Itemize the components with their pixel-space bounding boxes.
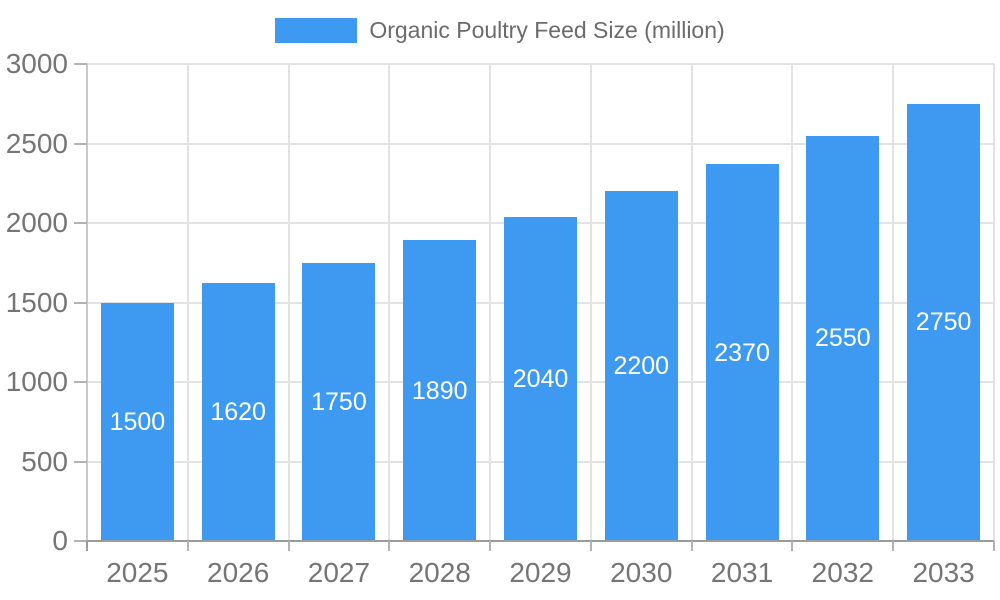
gridline-vertical <box>791 64 794 541</box>
bar-2026[interactable]: 1620 <box>201 283 275 541</box>
y-axis-label: 0 <box>52 525 68 556</box>
bar-2025[interactable]: 1500 <box>100 302 174 541</box>
x-axis-tick <box>186 541 189 551</box>
y-axis-tick <box>74 460 87 463</box>
y-axis-label: 3000 <box>5 48 68 79</box>
y-axis-label: 500 <box>21 445 68 477</box>
gridline-vertical <box>690 64 693 541</box>
x-axis-tick <box>993 541 995 551</box>
bar-2032[interactable]: 2550 <box>806 135 880 541</box>
gridline-vertical <box>186 64 189 541</box>
y-axis-tick <box>74 540 87 542</box>
x-axis-tick <box>791 541 794 551</box>
x-axis-tick <box>589 541 592 551</box>
x-axis-label: 2032 <box>811 557 874 588</box>
x-axis-tick <box>489 541 492 551</box>
y-axis-label: 1500 <box>5 286 68 318</box>
bar-value-label: 1500 <box>109 407 166 436</box>
gridline-vertical <box>388 64 391 541</box>
y-axis-line <box>86 64 88 541</box>
x-axis-line <box>87 540 994 542</box>
x-axis-tick <box>892 541 895 551</box>
legend-swatch <box>275 17 358 43</box>
x-axis-label: 2033 <box>912 557 975 588</box>
bar-2029[interactable]: 2040 <box>504 216 577 541</box>
x-axis-label: 2026 <box>207 557 270 588</box>
bar-value-label: 2370 <box>714 338 770 367</box>
legend[interactable]: Organic Poultry Feed Size (million) <box>0 16 1000 44</box>
bar-value-label: 1620 <box>210 398 266 427</box>
x-axis-tick <box>287 541 290 551</box>
y-axis-tick <box>74 381 87 383</box>
bar-value-label: 2550 <box>815 324 871 353</box>
gridline-horizontal <box>87 63 994 65</box>
bar-2031[interactable]: 2370 <box>705 164 779 541</box>
x-axis-label: 2025 <box>106 557 169 588</box>
bar-2028[interactable]: 1890 <box>403 240 477 541</box>
gridline-vertical <box>589 64 592 541</box>
x-axis-tick <box>690 541 693 551</box>
gridline-vertical <box>993 64 995 541</box>
bar-value-label: 2750 <box>915 308 972 337</box>
gridline-vertical <box>892 64 895 541</box>
bar-2027[interactable]: 1750 <box>302 262 376 541</box>
gridline-vertical <box>287 64 290 541</box>
y-axis-tick <box>74 301 87 304</box>
y-axis-tick <box>74 63 87 65</box>
bar-value-label: 2040 <box>512 364 569 393</box>
bar-value-label: 2200 <box>613 352 670 381</box>
x-axis-label: 2027 <box>307 557 371 588</box>
bar-value-label: 1890 <box>411 376 468 405</box>
x-axis-label: 2031 <box>710 557 774 588</box>
x-axis-tick <box>86 541 88 551</box>
y-axis-tick <box>74 142 87 145</box>
y-axis-label: 1000 <box>5 366 68 397</box>
bar-2033[interactable]: 2750 <box>907 103 981 541</box>
gridline-vertical <box>489 64 492 541</box>
legend-label: Organic Poultry Feed Size (million) <box>369 17 725 43</box>
y-axis-tick <box>74 222 87 224</box>
y-axis-label: 2500 <box>5 127 68 159</box>
y-axis-label: 2000 <box>5 207 68 238</box>
bar-2030[interactable]: 2200 <box>604 191 678 541</box>
x-axis-tick <box>388 541 391 551</box>
x-axis-label: 2029 <box>509 557 572 588</box>
x-axis-label: 2028 <box>408 557 471 588</box>
bar-value-label: 1750 <box>311 387 367 416</box>
x-axis-label: 2030 <box>610 557 673 588</box>
gridline-horizontal <box>87 142 994 145</box>
